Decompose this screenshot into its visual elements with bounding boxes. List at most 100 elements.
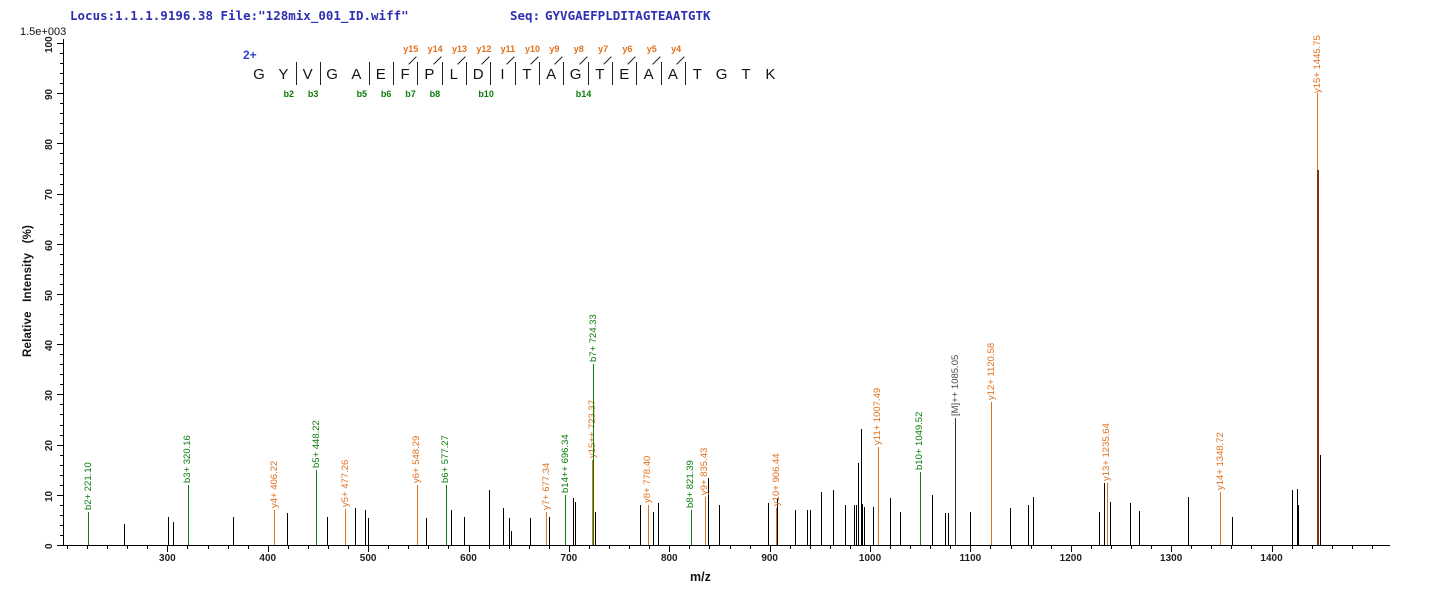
residue-letter: E [375,66,386,83]
peak [451,509,453,545]
x-tick [207,546,209,549]
cleavage-bar [660,62,662,85]
peak-label: b5+ 448.22 [310,419,322,468]
intensity-scale-label: 1.5e+003 [20,26,67,38]
residue-letter: T [522,66,532,83]
y-ion-label: y6 [622,44,633,54]
peak [355,507,357,545]
peak [173,521,175,545]
x-tick [769,546,771,552]
x-tick [348,546,350,549]
peak [508,518,510,545]
x-tick [1050,546,1052,549]
residue-letter: T [741,66,751,83]
y-tick [60,223,63,225]
cleavage-bar [465,62,467,85]
peak [860,428,862,545]
ion-slash-mark [554,56,564,65]
y-tick [60,434,63,436]
peak-label: y4+ 406.22 [268,460,280,508]
peak [1104,483,1106,545]
peak [970,511,972,545]
peak [639,504,641,545]
x-tick [448,546,450,549]
peak [658,503,660,545]
x-tick [1271,546,1273,552]
fragment-peak [776,507,778,545]
cleavage-bar [563,62,565,85]
peak [777,498,779,545]
residue-letter: D [472,66,484,83]
peak [425,517,427,545]
peak [124,523,126,545]
x-tick-label: 700 [560,553,578,564]
peak-label: b14++ 696.34 [559,434,571,493]
peak [1027,504,1029,545]
x-tick [749,546,751,549]
residue-letter: P [424,66,435,83]
x-tick [87,546,89,549]
peak [945,512,947,545]
x-tick-label: 300 [159,553,176,564]
x-tick [629,546,631,549]
x-tick [1090,546,1092,549]
x-tick [1291,546,1293,549]
cleavage-bar [539,62,541,85]
y-tick [57,93,63,95]
y-tick-label: 70 [44,189,55,201]
peak [464,516,466,545]
y-tick [60,524,63,526]
peak-label: b8+ 821.39 [685,460,697,508]
y-tick-label: 100 [44,36,55,53]
x-tick [508,546,510,549]
y-ion-label: y14 [427,44,443,54]
fragment-peak [593,364,595,545]
x-tick-label: 1300 [1160,553,1183,564]
cleavage-bar [441,62,443,85]
residue-letter: E [619,66,630,83]
b-ion-label: b2 [283,89,295,99]
peak [233,517,235,545]
y-tick [60,63,63,65]
x-tick [107,546,109,549]
fragment-peak [690,509,692,545]
peak [855,504,857,545]
peak [326,516,328,545]
x-tick [789,546,791,549]
ion-slash-mark [676,56,685,65]
y-tick [57,344,63,346]
fragment-peak [592,459,594,545]
y-ion-label: y13 [451,44,467,54]
ion-slash-mark [652,56,661,65]
fragment-peak [565,494,567,545]
fragment-peak [187,484,189,545]
x-tick [1251,546,1253,549]
x-tick [488,546,490,549]
peak [1231,517,1233,545]
peak [1139,510,1141,545]
x-tick [709,546,711,549]
y-tick [60,163,63,165]
y-ion-label: y4 [671,44,682,54]
fragment-peak [1317,170,1320,545]
y-tick [60,253,63,255]
residue-letter: A [546,66,557,83]
ion-slash-mark [408,56,418,65]
y-tick [60,324,63,326]
b-ion-label: b8 [429,89,441,99]
y-tick [60,474,63,476]
ion-slash-mark [432,56,442,65]
y-tick [57,143,63,145]
sequence-header-label: Seq: [510,8,541,23]
fragment-peak [955,417,957,545]
residue-letter: A [643,66,654,83]
x-tick [528,546,530,549]
x-tick-label: 800 [660,553,678,564]
x-tick [1070,546,1072,552]
y-tick-label: 20 [44,440,55,452]
y-tick [60,153,63,155]
x-tick [669,546,671,552]
y-tick [60,304,63,306]
y-tick [60,504,63,506]
